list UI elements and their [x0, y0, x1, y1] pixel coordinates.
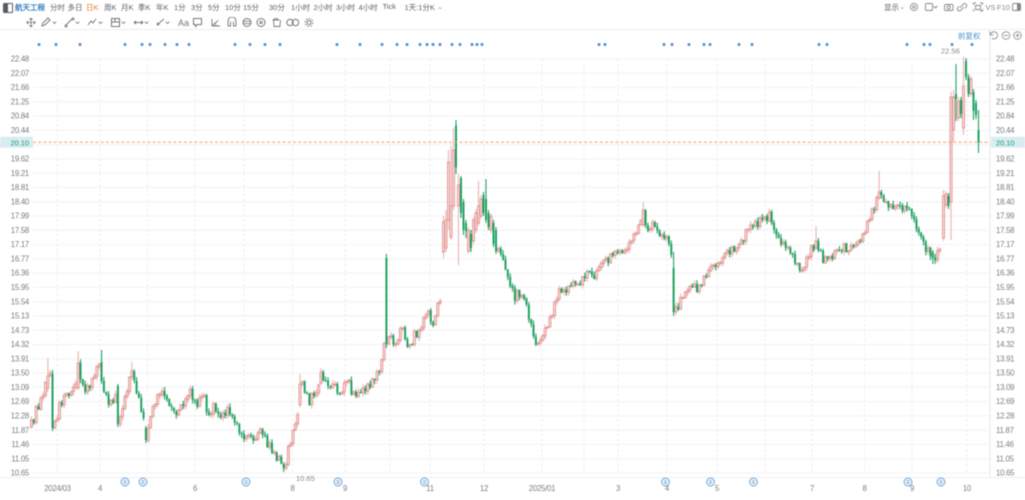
- svg-text:12: 12: [480, 484, 488, 493]
- svg-text:3: 3: [616, 484, 620, 493]
- svg-text:16.77: 16.77: [11, 255, 29, 264]
- svg-text:Aa: Aa: [178, 18, 189, 28]
- svg-text:20.10: 20.10: [996, 138, 1015, 147]
- svg-text:7: 7: [810, 484, 814, 493]
- svg-text:20.44: 20.44: [996, 126, 1015, 135]
- svg-text:12.28: 12.28: [11, 412, 29, 421]
- svg-text:13.50: 13.50: [996, 369, 1015, 378]
- svg-text:14.73: 14.73: [11, 326, 29, 335]
- svg-text:15.54: 15.54: [11, 297, 30, 306]
- svg-text:18.40: 18.40: [11, 197, 30, 206]
- svg-text:22.07: 22.07: [996, 69, 1014, 78]
- svg-text:9: 9: [343, 484, 347, 493]
- svg-text:13.09: 13.09: [11, 383, 29, 392]
- svg-text:20.84: 20.84: [996, 112, 1015, 121]
- svg-text:前复权: 前复权: [958, 31, 981, 41]
- svg-text:6: 6: [193, 484, 197, 493]
- svg-text:19.21: 19.21: [11, 169, 29, 178]
- svg-text:10.65: 10.65: [11, 469, 30, 478]
- svg-text:13.50: 13.50: [11, 369, 30, 378]
- svg-text:18.40: 18.40: [996, 197, 1015, 206]
- svg-text:14.73: 14.73: [996, 326, 1014, 335]
- svg-text:13.91: 13.91: [996, 354, 1014, 363]
- svg-text:13.91: 13.91: [11, 354, 29, 363]
- svg-text:11.05: 11.05: [996, 454, 1015, 463]
- svg-text:4: 4: [98, 484, 103, 493]
- svg-text:20.10: 20.10: [11, 138, 30, 147]
- svg-text:15.54: 15.54: [996, 297, 1015, 306]
- svg-text:22.48: 22.48: [996, 55, 1014, 64]
- svg-text:12.28: 12.28: [996, 412, 1014, 421]
- svg-text:9: 9: [910, 484, 914, 493]
- svg-text:12.69: 12.69: [996, 397, 1014, 406]
- svg-text:19.62: 19.62: [996, 155, 1014, 164]
- svg-text:22.07: 22.07: [11, 69, 29, 78]
- svg-text:11.46: 11.46: [11, 440, 29, 449]
- svg-text:15.95: 15.95: [996, 283, 1015, 292]
- svg-text:8: 8: [862, 484, 866, 493]
- svg-text:16.36: 16.36: [996, 269, 1014, 278]
- svg-text:10: 10: [963, 484, 972, 493]
- svg-text:10.65: 10.65: [296, 474, 315, 483]
- svg-text:11: 11: [426, 484, 434, 493]
- svg-text:13.09: 13.09: [996, 383, 1014, 392]
- svg-text:2024/03: 2024/03: [44, 484, 70, 493]
- svg-text:14.32: 14.32: [996, 340, 1014, 349]
- svg-text:F10: F10: [997, 3, 1010, 12]
- svg-text:16.36: 16.36: [11, 269, 29, 278]
- svg-text:15.13: 15.13: [996, 312, 1014, 321]
- svg-text:12.69: 12.69: [11, 397, 29, 406]
- svg-text:17.17: 17.17: [996, 240, 1014, 249]
- svg-text:19.21: 19.21: [996, 169, 1014, 178]
- svg-text:20.84: 20.84: [11, 112, 30, 121]
- svg-text:18.81: 18.81: [996, 183, 1014, 192]
- svg-text:18.81: 18.81: [11, 183, 29, 192]
- svg-text:15.95: 15.95: [11, 283, 30, 292]
- svg-text:VS: VS: [986, 3, 996, 12]
- svg-text:2025/01: 2025/01: [529, 484, 555, 493]
- svg-text:11.05: 11.05: [11, 454, 30, 463]
- svg-text:11.87: 11.87: [996, 426, 1014, 435]
- svg-text:5: 5: [715, 484, 720, 493]
- svg-text:21.25: 21.25: [996, 97, 1015, 106]
- svg-text:21.66: 21.66: [11, 83, 29, 92]
- svg-text:10.65: 10.65: [996, 469, 1015, 478]
- svg-text:17.99: 17.99: [11, 212, 29, 221]
- svg-text:17.17: 17.17: [11, 240, 29, 249]
- svg-text:22.48: 22.48: [11, 55, 29, 64]
- svg-text:21.25: 21.25: [11, 97, 30, 106]
- svg-text:15.13: 15.13: [11, 312, 29, 321]
- svg-text:11.87: 11.87: [11, 426, 29, 435]
- svg-text:17.58: 17.58: [996, 226, 1014, 235]
- svg-text:8: 8: [290, 484, 294, 493]
- svg-text:22.56: 22.56: [941, 47, 960, 56]
- svg-text:20.44: 20.44: [11, 126, 30, 135]
- svg-text:21.66: 21.66: [996, 83, 1014, 92]
- svg-text:17.99: 17.99: [996, 212, 1014, 221]
- svg-text:17.58: 17.58: [11, 226, 29, 235]
- svg-text:19.62: 19.62: [11, 155, 29, 164]
- svg-text:16.77: 16.77: [996, 255, 1014, 264]
- svg-text:4: 4: [665, 484, 670, 493]
- svg-text:14.32: 14.32: [11, 340, 29, 349]
- svg-text:11.46: 11.46: [996, 440, 1014, 449]
